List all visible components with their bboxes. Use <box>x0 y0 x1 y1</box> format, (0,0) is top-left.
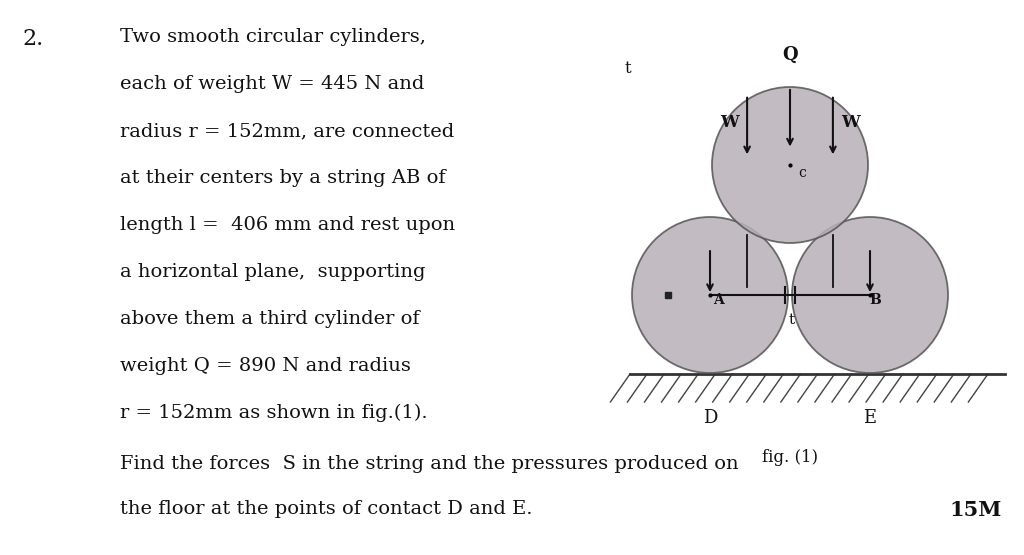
Text: r = 152mm as shown in fig.(1).: r = 152mm as shown in fig.(1). <box>120 404 428 422</box>
Text: t: t <box>788 313 795 327</box>
Text: 2.: 2. <box>22 28 43 50</box>
Text: weight Q = 890 N and radius: weight Q = 890 N and radius <box>120 357 411 375</box>
Text: the floor at the points of contact D and E.: the floor at the points of contact D and… <box>120 500 532 518</box>
Text: E: E <box>863 409 877 427</box>
Text: length l =  406 mm and rest upon: length l = 406 mm and rest upon <box>120 216 455 234</box>
Text: W: W <box>720 114 738 130</box>
Text: a horizontal plane,  supporting: a horizontal plane, supporting <box>120 263 426 281</box>
Text: A: A <box>713 293 723 307</box>
Text: Q: Q <box>782 46 798 64</box>
Text: fig. (1): fig. (1) <box>762 449 818 466</box>
Text: B: B <box>869 293 881 307</box>
Text: Two smooth circular cylinders,: Two smooth circular cylinders, <box>120 28 426 46</box>
Text: above them a third cylinder of: above them a third cylinder of <box>120 310 420 328</box>
Text: c: c <box>798 166 806 180</box>
Text: t: t <box>625 60 632 77</box>
Circle shape <box>632 217 788 373</box>
Text: radius r = 152mm, are connected: radius r = 152mm, are connected <box>120 122 455 140</box>
Text: W: W <box>842 114 860 130</box>
Text: at their centers by a string AB of: at their centers by a string AB of <box>120 169 445 187</box>
Circle shape <box>792 217 948 373</box>
Circle shape <box>712 87 868 243</box>
Text: D: D <box>702 409 717 427</box>
Text: 15M: 15M <box>949 500 1002 520</box>
Text: Find the forces  S in the string and the pressures produced on: Find the forces S in the string and the … <box>120 455 738 473</box>
Text: each of weight W = 445 N and: each of weight W = 445 N and <box>120 75 424 93</box>
